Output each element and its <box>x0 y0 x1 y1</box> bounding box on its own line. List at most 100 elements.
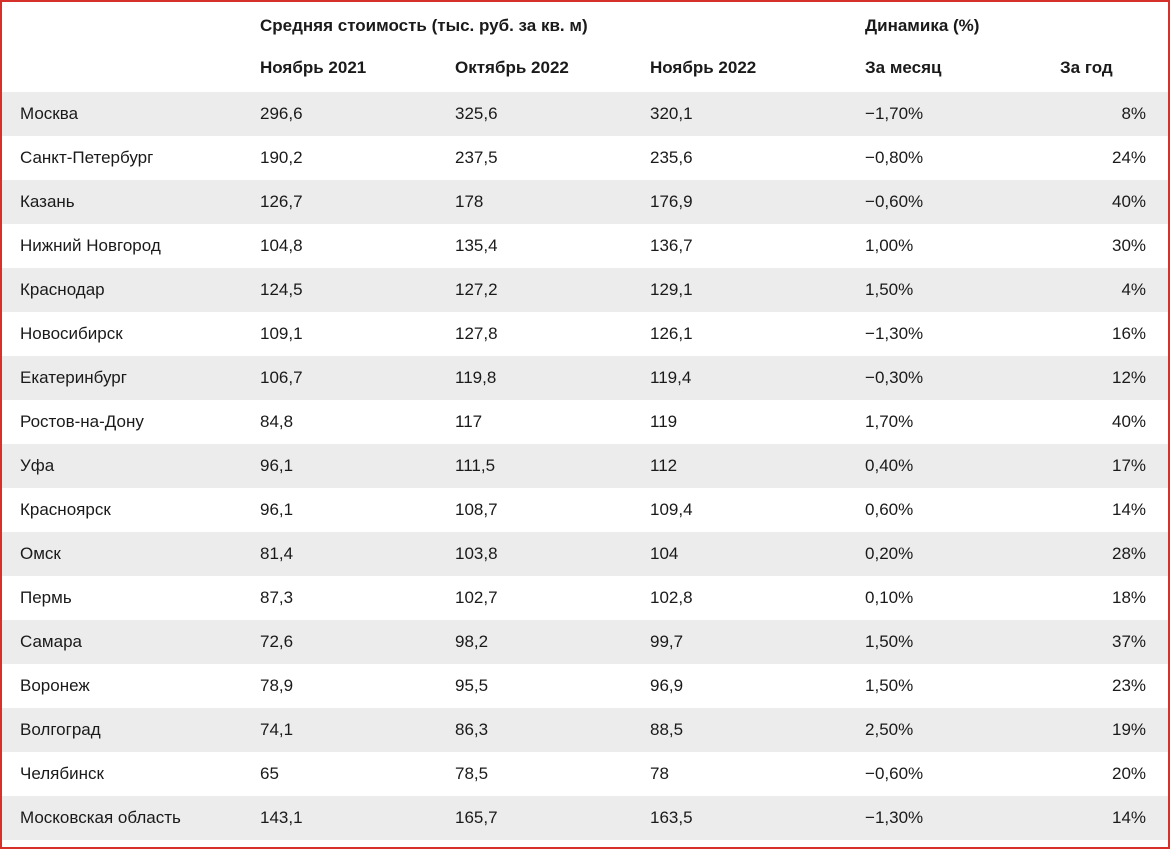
cell-year: 24% <box>1052 136 1168 180</box>
cell-nov21: 96,1 <box>252 444 447 488</box>
cell-oct22: 111,5 <box>447 444 642 488</box>
column-header-city <box>2 48 252 92</box>
cell-nov21: 74,1 <box>252 708 447 752</box>
cell-city: Воронеж <box>2 664 252 708</box>
cell-city: Челябинск <box>2 752 252 796</box>
cell-year: 4% <box>1052 268 1168 312</box>
cell-year: 12% <box>1052 356 1168 400</box>
cell-nov22: 88,5 <box>642 708 857 752</box>
table-row: Нижний Новгород104,8135,4136,71,00%30% <box>2 224 1168 268</box>
cell-nov22: 176,9 <box>642 180 857 224</box>
cell-city: Красноярск <box>2 488 252 532</box>
cell-nov22: 119 <box>642 400 857 444</box>
cell-city: Ростов-на-Дону <box>2 400 252 444</box>
cell-month: 0,40% <box>857 444 1052 488</box>
column-group-dynamics: Динамика (%) <box>857 2 1168 48</box>
cell-oct22: 325,6 <box>447 92 642 136</box>
table-row: Волгоград74,186,388,52,50%19% <box>2 708 1168 752</box>
cell-nov21: 81,4 <box>252 532 447 576</box>
cell-oct22: 135,4 <box>447 224 642 268</box>
cell-nov21: 126,7 <box>252 180 447 224</box>
cell-city: Санкт-Петербург <box>2 136 252 180</box>
cell-month: 0,20% <box>857 532 1052 576</box>
cell-city: Омск <box>2 532 252 576</box>
cell-oct22: 78,5 <box>447 752 642 796</box>
cell-year: 40% <box>1052 180 1168 224</box>
cell-year: 18% <box>1052 576 1168 620</box>
column-header-year: За год <box>1052 48 1168 92</box>
cell-year: 28% <box>1052 532 1168 576</box>
cell-nov21: 96,1 <box>252 488 447 532</box>
cell-nov22: 320,1 <box>642 92 857 136</box>
cell-city: Новосибирск <box>2 312 252 356</box>
cell-year: 23% <box>1052 664 1168 708</box>
cell-year: 17% <box>1052 444 1168 488</box>
cell-month: −1,70% <box>857 92 1052 136</box>
cell-nov22: 109,4 <box>642 488 857 532</box>
cell-oct22: 86,3 <box>447 708 642 752</box>
cell-year: 14% <box>1052 796 1168 840</box>
price-dynamics-table: Средняя стоимость (тыс. руб. за кв. м) Д… <box>2 2 1168 840</box>
cell-oct22: 103,8 <box>447 532 642 576</box>
cell-nov21: 87,3 <box>252 576 447 620</box>
cell-nov21: 65 <box>252 752 447 796</box>
cell-month: −1,30% <box>857 312 1052 356</box>
table-row: Омск81,4103,81040,20%28% <box>2 532 1168 576</box>
cell-month: 1,00% <box>857 224 1052 268</box>
cell-nov21: 104,8 <box>252 224 447 268</box>
cell-month: 1,70% <box>857 400 1052 444</box>
column-header-month: За месяц <box>857 48 1052 92</box>
table-row: Казань126,7178176,9−0,60%40% <box>2 180 1168 224</box>
cell-nov22: 136,7 <box>642 224 857 268</box>
table-row: Челябинск6578,578−0,60%20% <box>2 752 1168 796</box>
table-row: Екатеринбург106,7119,8119,4−0,30%12% <box>2 356 1168 400</box>
cell-nov22: 102,8 <box>642 576 857 620</box>
table-row: Краснодар124,5127,2129,11,50%4% <box>2 268 1168 312</box>
cell-nov21: 109,1 <box>252 312 447 356</box>
cell-year: 40% <box>1052 400 1168 444</box>
cell-city: Казань <box>2 180 252 224</box>
cell-nov22: 104 <box>642 532 857 576</box>
table-row: Ростов-на-Дону84,81171191,70%40% <box>2 400 1168 444</box>
cell-nov21: 124,5 <box>252 268 447 312</box>
table-row: Красноярск96,1108,7109,40,60%14% <box>2 488 1168 532</box>
cell-oct22: 102,7 <box>447 576 642 620</box>
cell-city: Москва <box>2 92 252 136</box>
table-row: Санкт-Петербург190,2237,5235,6−0,80%24% <box>2 136 1168 180</box>
cell-city: Екатеринбург <box>2 356 252 400</box>
cell-year: 19% <box>1052 708 1168 752</box>
cell-oct22: 165,7 <box>447 796 642 840</box>
table-row: Уфа96,1111,51120,40%17% <box>2 444 1168 488</box>
cell-nov22: 112 <box>642 444 857 488</box>
table-row: Москва296,6325,6320,1−1,70%8% <box>2 92 1168 136</box>
table-row: Пермь87,3102,7102,80,10%18% <box>2 576 1168 620</box>
cell-year: 8% <box>1052 92 1168 136</box>
cell-year: 37% <box>1052 620 1168 664</box>
cell-month: −0,30% <box>857 356 1052 400</box>
cell-month: 1,50% <box>857 620 1052 664</box>
cell-nov22: 96,9 <box>642 664 857 708</box>
cell-nov22: 99,7 <box>642 620 857 664</box>
cell-nov21: 84,8 <box>252 400 447 444</box>
table-header: Средняя стоимость (тыс. руб. за кв. м) Д… <box>2 2 1168 92</box>
cell-oct22: 127,2 <box>447 268 642 312</box>
cell-city: Пермь <box>2 576 252 620</box>
cell-nov21: 296,6 <box>252 92 447 136</box>
cell-nov21: 143,1 <box>252 796 447 840</box>
cell-month: 1,50% <box>857 664 1052 708</box>
cell-month: −0,80% <box>857 136 1052 180</box>
column-header-city-blank <box>2 2 252 48</box>
cell-month: 2,50% <box>857 708 1052 752</box>
cell-oct22: 127,8 <box>447 312 642 356</box>
cell-year: 30% <box>1052 224 1168 268</box>
cell-month: −1,30% <box>857 796 1052 840</box>
cell-nov21: 190,2 <box>252 136 447 180</box>
table-row: Московская область143,1165,7163,5−1,30%1… <box>2 796 1168 840</box>
cell-month: 0,60% <box>857 488 1052 532</box>
cell-nov22: 119,4 <box>642 356 857 400</box>
cell-city: Уфа <box>2 444 252 488</box>
cell-year: 16% <box>1052 312 1168 356</box>
cell-month: 0,10% <box>857 576 1052 620</box>
column-header-oct22: Октябрь 2022 <box>447 48 642 92</box>
cell-city: Самара <box>2 620 252 664</box>
